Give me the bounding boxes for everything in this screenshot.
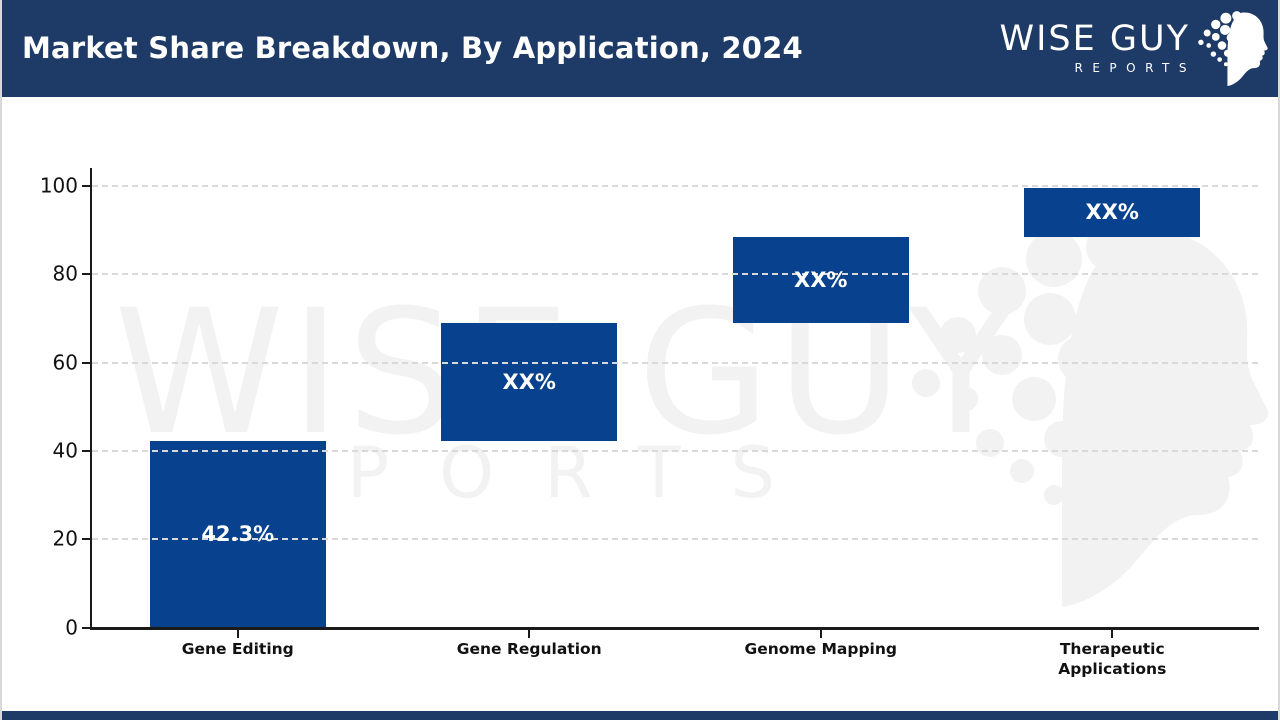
- y-tick-label: 60: [52, 350, 78, 375]
- footer-bar: [2, 711, 1278, 720]
- logo-text: WISE GUY REPORTS: [999, 20, 1190, 75]
- gridline: [92, 449, 1258, 452]
- y-axis-line: [90, 168, 92, 630]
- y-tick-mark: [82, 449, 90, 452]
- gridline: [92, 361, 1258, 364]
- y-tick-mark: [82, 273, 90, 276]
- header-bar: Market Share Breakdown, By Application, …: [2, 0, 1278, 97]
- logo-reports-label: REPORTS: [1074, 61, 1196, 75]
- y-tick-label: 80: [52, 261, 78, 286]
- x-tick-mark: [1111, 630, 1114, 638]
- y-tick-label: 40: [52, 438, 78, 463]
- y-tick-label: 100: [39, 173, 78, 198]
- bar-value-label: XX%: [502, 369, 556, 394]
- bar-gene-editing: [149, 440, 326, 628]
- y-tick-mark: [82, 185, 90, 187]
- x-category-label: Genome Mapping: [744, 640, 898, 658]
- x-tick-mark: [528, 630, 531, 638]
- x-tick-mark: [236, 630, 239, 638]
- bar-value-label: XX%: [1085, 200, 1139, 225]
- bar-gene-regulation: [441, 322, 618, 441]
- y-tick-mark: [82, 626, 90, 629]
- gridline: [92, 273, 1258, 276]
- x-category-label: Gene Editing: [181, 640, 294, 658]
- logo-wiseguy-label: WISE GUY: [999, 19, 1190, 59]
- chart-title: Market Share Breakdown, By Application, …: [22, 31, 803, 65]
- x-category-label: Therapeutic Applications: [1058, 640, 1167, 679]
- y-tick-mark: [82, 538, 90, 541]
- bar-therapeutic-applications: [1024, 188, 1201, 237]
- gridline: [92, 185, 1258, 187]
- bar-value-label: XX%: [794, 267, 848, 292]
- x-category-label: Gene Regulation: [456, 640, 602, 658]
- wise-guy-reports-logo: WISE GUY REPORTS: [999, 6, 1268, 92]
- bar-genome-mapping: [732, 236, 909, 323]
- y-tick-label: 20: [52, 526, 78, 551]
- y-tick-mark: [82, 361, 90, 364]
- x-axis-line: [90, 627, 1259, 630]
- gridline: [92, 538, 1258, 541]
- bar-value-label: 42.3%: [201, 522, 275, 547]
- logo-head-icon: [1198, 11, 1268, 87]
- y-tick-label: 0: [65, 615, 78, 640]
- x-tick-mark: [819, 630, 822, 638]
